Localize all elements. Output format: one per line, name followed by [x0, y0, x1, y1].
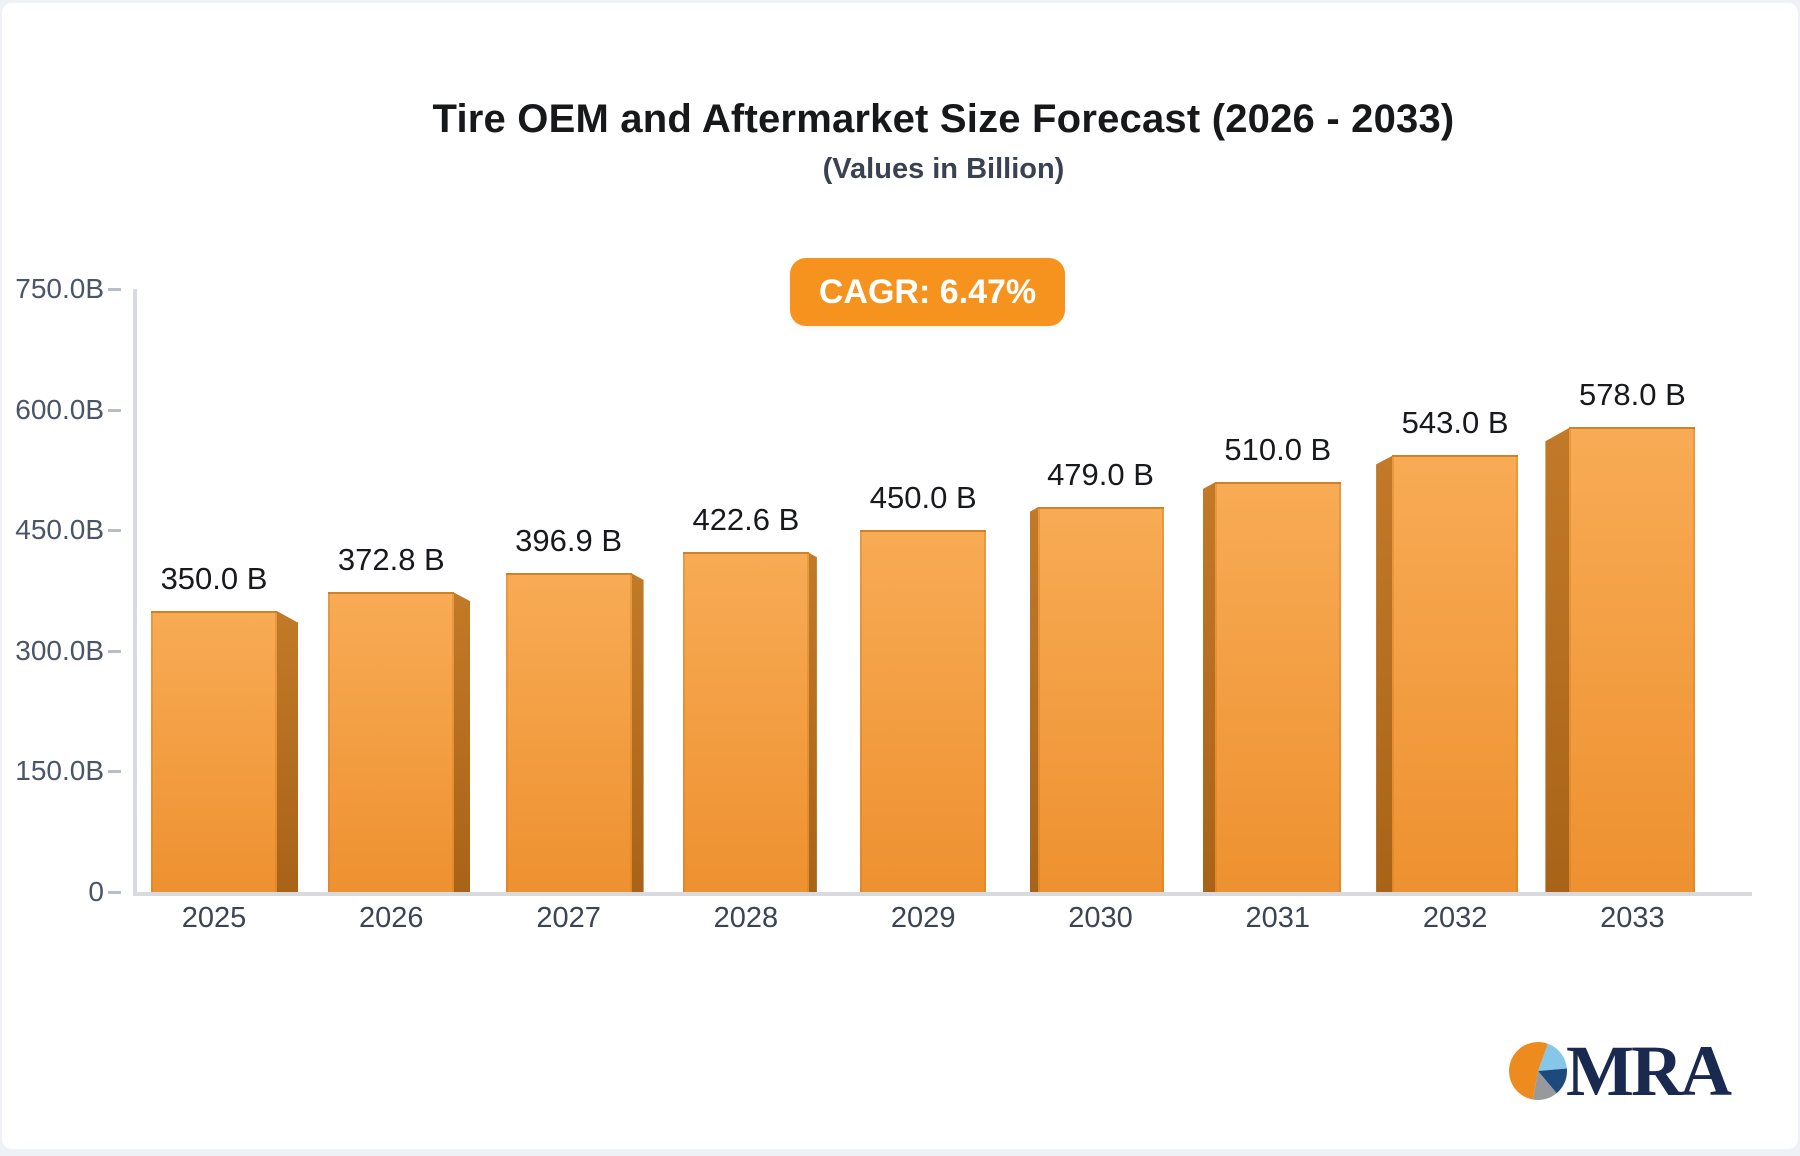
x-axis-line — [133, 892, 1752, 896]
y-axis-label: 750.0B — [15, 273, 104, 304]
bar-2031 — [1214, 481, 1341, 892]
chart-subtitle: (Values in Billion) — [822, 153, 1065, 185]
x-axis-label: 2026 — [359, 902, 424, 934]
x-axis-label: 2025 — [181, 902, 247, 934]
bar-value-label: 578.0 B — [1578, 377, 1686, 413]
bar-value-label: 510.0 B — [1224, 431, 1332, 467]
y-axis-tick — [108, 529, 121, 533]
x-axis-label: 2028 — [713, 902, 779, 934]
logo-text: MRA — [1566, 1031, 1732, 1111]
bar-value-label: 479.0 B — [1047, 456, 1154, 492]
bar-value-label: 450.0 B — [869, 480, 977, 516]
bar-2029 — [860, 530, 987, 892]
mra-logo: MRA — [1508, 1031, 1732, 1111]
bar-side — [453, 592, 471, 892]
bar-side — [1029, 506, 1039, 892]
bar-2027 — [505, 572, 632, 892]
bar-value-label: 372.8 B — [337, 542, 445, 578]
y-axis-tick — [108, 408, 121, 412]
bar-value-label: 396.9 B — [515, 522, 623, 558]
bar-value-label: 350.0 B — [160, 560, 268, 596]
bar-2025 — [151, 610, 277, 892]
bar-side — [1545, 427, 1571, 892]
x-axis-label: 2033 — [1600, 902, 1665, 934]
page-title: Tire OEM and Aftermarket Size Forecast (… — [432, 97, 1455, 141]
bar-2033 — [1569, 427, 1696, 892]
bar-value-label: 543.0 B — [1401, 405, 1509, 441]
bar-side — [630, 572, 644, 892]
bar-value-label: 422.6 B — [692, 502, 800, 538]
y-axis-tick — [108, 649, 121, 653]
bar-2030 — [1037, 506, 1164, 892]
x-axis-label: 2027 — [536, 902, 601, 934]
y-axis-label: 450.0B — [15, 514, 104, 546]
x-axis-label: 2031 — [1245, 902, 1311, 934]
bar-chart: 750.0B 600.0B 450.0B 300.0B 150.0B 0 350.0 B 20… — [2, 3, 1798, 1149]
x-axis-label: 2029 — [890, 902, 956, 934]
y-axis-label: 600.0B — [15, 393, 104, 425]
y-axis-line — [133, 289, 137, 896]
y-axis-tick — [108, 770, 121, 774]
y-axis-label: 150.0B — [15, 755, 104, 787]
y-axis-label: 0 — [88, 876, 104, 907]
bar-side — [276, 610, 298, 892]
chart-card: Tire OEM and Aftermarket Size Forecast (… — [2, 3, 1798, 1149]
bar-2028 — [682, 552, 809, 892]
y-axis-tick — [108, 288, 121, 291]
bar-side — [1202, 481, 1216, 892]
bar-2032 — [1392, 455, 1519, 892]
y-axis-label: 300.0B — [15, 634, 104, 666]
bar-side — [807, 552, 817, 892]
cagr-badge: CAGR: 6.47% — [790, 258, 1065, 326]
y-axis-tick — [108, 891, 121, 894]
bar-side — [1376, 455, 1394, 892]
pie-chart-logo-icon — [1509, 1042, 1568, 1101]
x-axis-label: 2030 — [1068, 902, 1133, 934]
cagr-badge-label: CAGR: 6.47% — [818, 272, 1037, 311]
bar-2026 — [328, 592, 455, 892]
x-axis-label: 2032 — [1422, 902, 1488, 934]
